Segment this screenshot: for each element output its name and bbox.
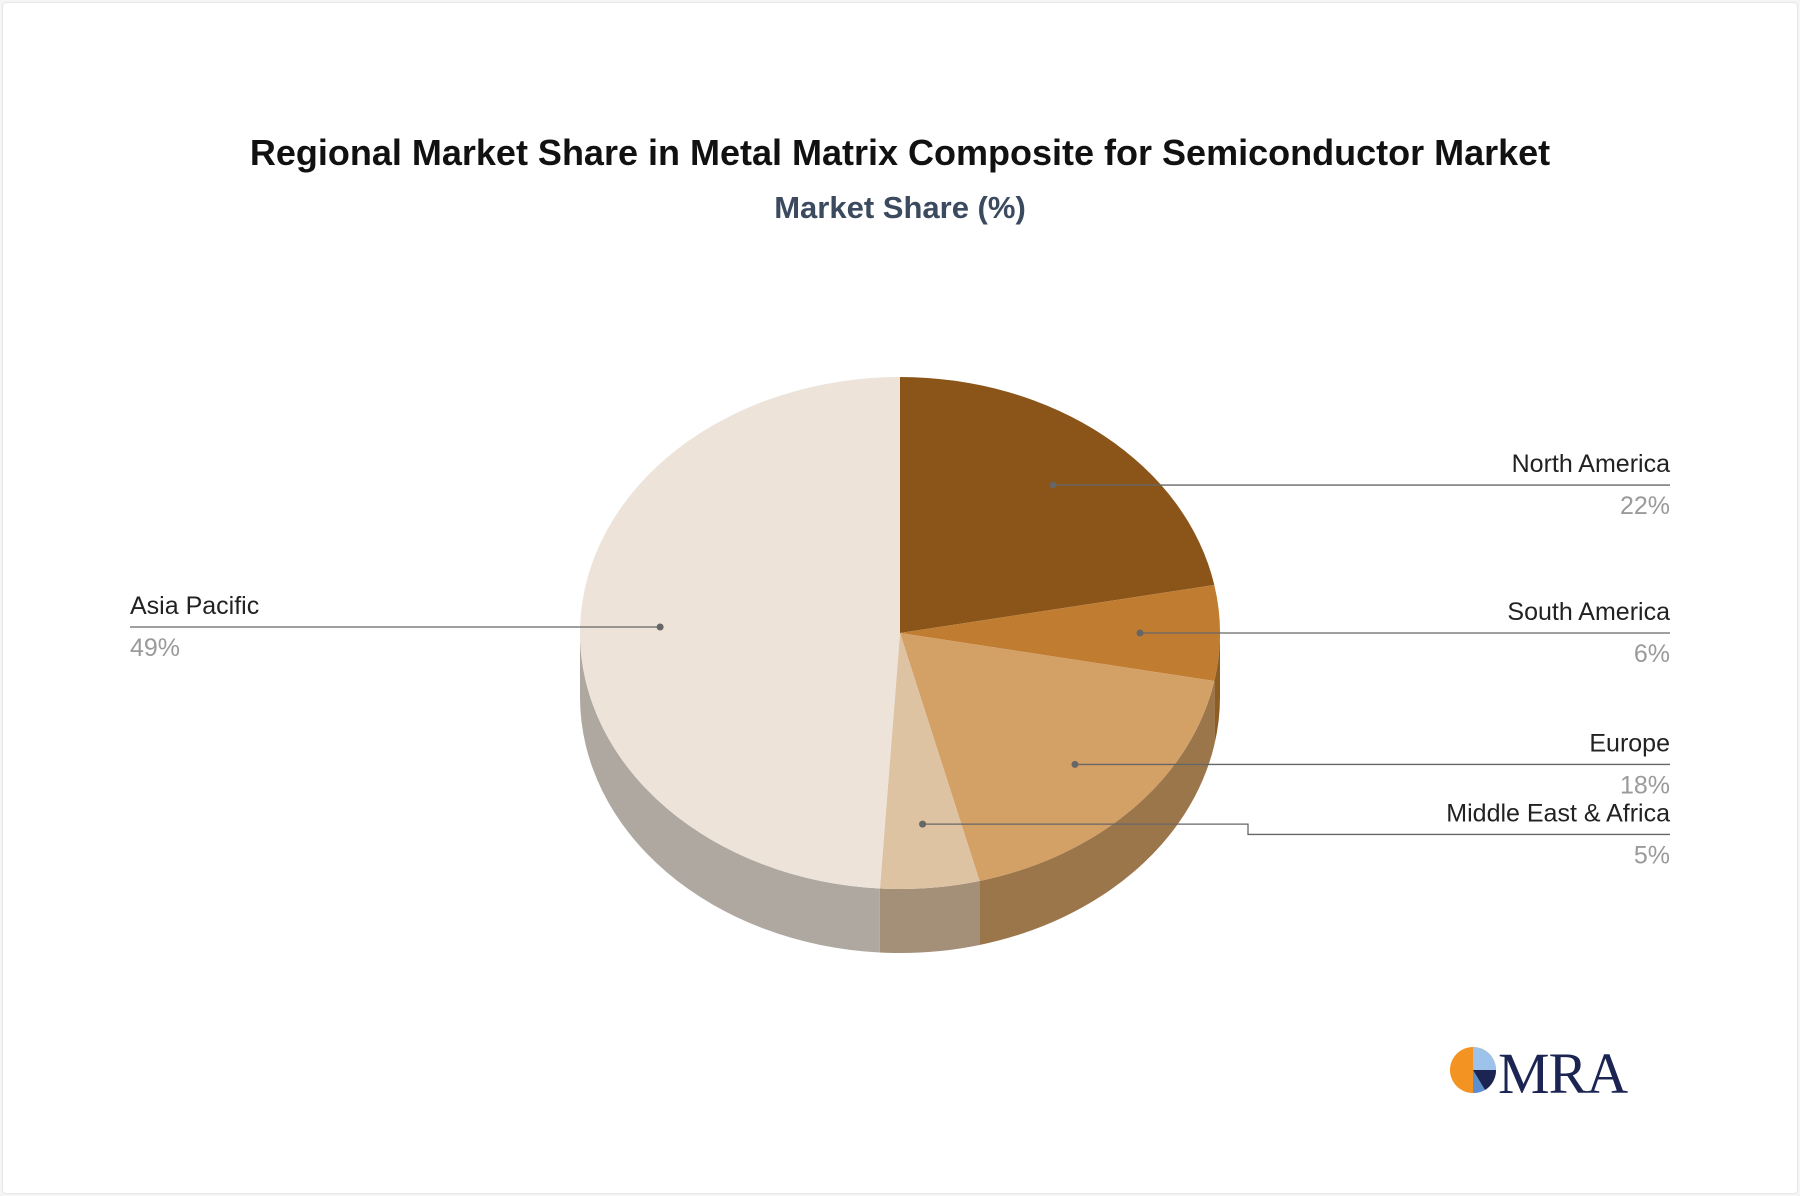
pie-side-layer [580, 633, 1220, 953]
label-name-south-america: South America [1507, 598, 1670, 626]
pie-labels: North America 22% South America 6% Europe 18%… [130, 450, 1670, 869]
leader-dot-north-america [1049, 481, 1057, 489]
chart-subtitle: Market Share (%) [774, 190, 1026, 225]
leader-dot-middle-east-and-africa [919, 820, 927, 828]
label-value-europe: 18% [1620, 771, 1670, 799]
slice-north-america[interactable] [900, 377, 1215, 633]
leader-dot-europe [1071, 760, 1079, 768]
slice-side-south-america [1214, 633, 1220, 745]
slice-middle-east-and-africa[interactable] [879, 633, 980, 889]
label-name-europe: Europe [1589, 729, 1670, 757]
slice-south-america[interactable] [900, 585, 1221, 681]
chart-title: Regional Market Share in Metal Matrix Co… [249, 132, 1551, 173]
leader-line-middle-east-and-africa [922, 823, 1670, 836]
logo-pie-icon [1450, 1047, 1497, 1094]
label-name-north-america: North America [1512, 450, 1670, 478]
slice-side-middle-east-and-africa [879, 880, 980, 953]
label-value-south-america: 6% [1634, 640, 1670, 668]
mra-logo: MRA [1448, 1038, 1648, 1106]
slice-side-asia-pacific [580, 633, 880, 953]
slice-europe[interactable] [900, 633, 1215, 881]
slice-asia-pacific[interactable] [580, 377, 900, 889]
leader-dot-asia-pacific [656, 623, 664, 631]
label-name-middle-east-and-africa: Middle East & Africa [1446, 799, 1670, 827]
leader-dot-south-america [1136, 629, 1144, 637]
pie-top-layer [580, 377, 1221, 889]
slice-side-europe [979, 680, 1215, 945]
label-name-asia-pacific: Asia Pacific [130, 592, 259, 620]
logo-text: MRA [1498, 1041, 1628, 1106]
label-value-asia-pacific: 49% [130, 634, 180, 662]
label-value-middle-east-and-africa: 5% [1634, 841, 1670, 869]
label-value-north-america: 22% [1620, 492, 1670, 520]
